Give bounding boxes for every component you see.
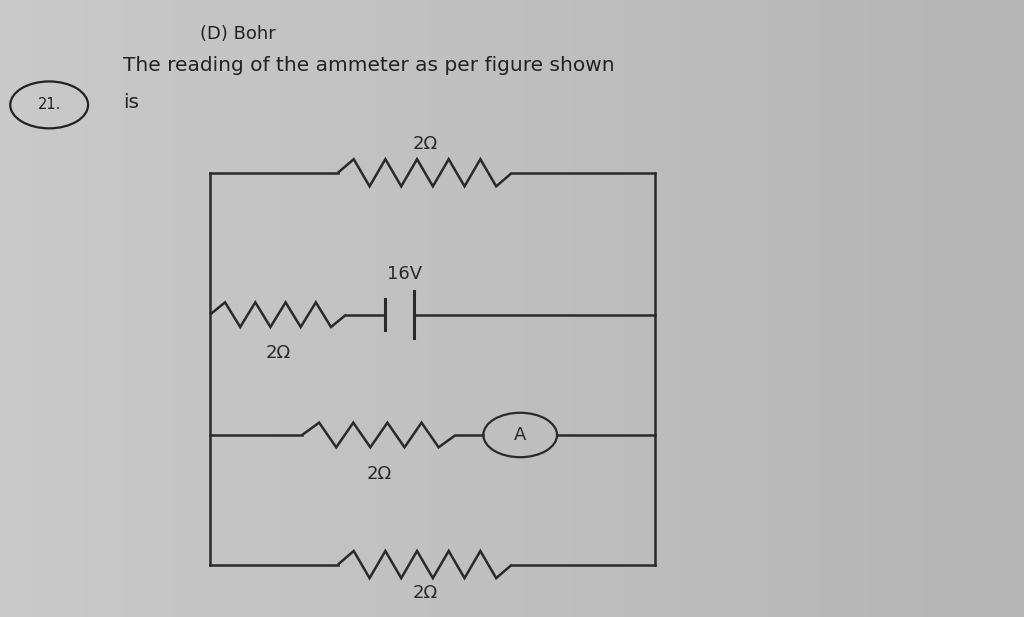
Text: 16V: 16V [387, 265, 422, 283]
Text: The reading of the ammeter as per figure shown: The reading of the ammeter as per figure… [123, 56, 614, 75]
Text: 2Ω: 2Ω [265, 344, 291, 362]
Text: 2Ω: 2Ω [413, 584, 437, 602]
Text: (D) Bohr: (D) Bohr [200, 25, 275, 43]
Text: 21.: 21. [38, 97, 60, 112]
Text: A: A [514, 426, 526, 444]
Text: 2Ω: 2Ω [413, 135, 437, 153]
Text: is: is [123, 93, 139, 112]
Text: 2Ω: 2Ω [367, 465, 391, 482]
